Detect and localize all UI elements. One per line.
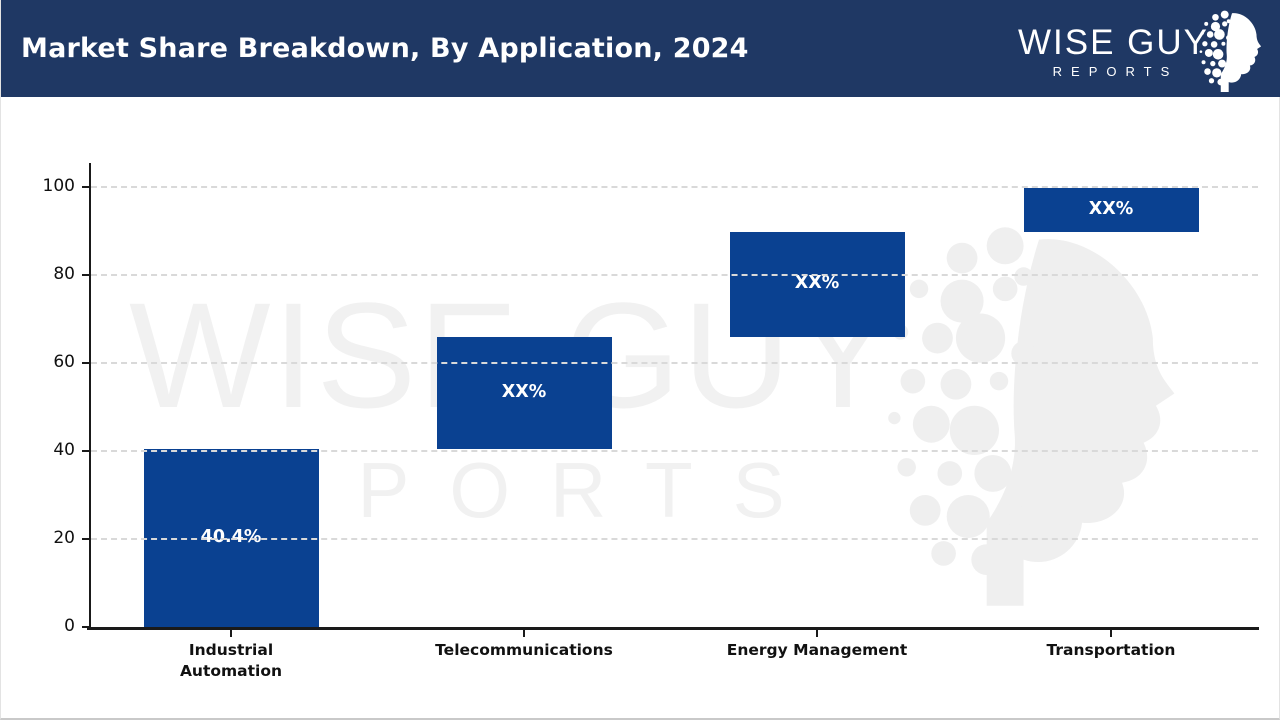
bar-value-label: XX% xyxy=(794,273,840,294)
page-title: Market Share Breakdown, By Application, … xyxy=(21,33,749,64)
waterfall-bar: XX% xyxy=(1023,187,1199,232)
x-category-label: Industrial Automation xyxy=(179,641,283,680)
y-tick-mark xyxy=(82,626,90,628)
gridline xyxy=(91,538,1258,540)
y-tick-label: 100 xyxy=(42,176,75,196)
y-tick-label: 60 xyxy=(53,352,75,372)
header-banner: Market Share Breakdown, By Application, … xyxy=(1,0,1280,97)
waterfall-bar: XX% xyxy=(436,336,612,450)
y-tick-label: 0 xyxy=(64,616,75,636)
y-tick-mark xyxy=(82,538,90,540)
x-tick-mark xyxy=(230,630,232,637)
waterfall-bar: XX% xyxy=(729,231,905,337)
gridline xyxy=(91,450,1258,452)
x-category-label: Energy Management xyxy=(726,641,908,659)
bar-value-label: 40.4% xyxy=(200,527,262,548)
y-tick-mark xyxy=(82,450,90,452)
x-tick-mark xyxy=(523,630,525,637)
bar-value-label: XX% xyxy=(501,381,547,402)
x-tick-mark xyxy=(816,630,818,637)
y-tick-mark xyxy=(82,362,90,364)
bar-value-label: XX% xyxy=(1088,198,1134,219)
wiseguy-logo: WISE GUY REPORTS xyxy=(1018,8,1269,94)
y-tick-mark xyxy=(82,274,90,276)
y-tick-mark xyxy=(82,186,90,188)
logo-text: WISE GUY REPORTS xyxy=(1018,23,1209,79)
y-tick-label: 40 xyxy=(53,440,75,460)
x-tick-mark xyxy=(1110,630,1112,637)
gridline xyxy=(91,186,1258,188)
y-tick-label: 20 xyxy=(53,528,75,548)
x-axis-spine xyxy=(87,627,1259,630)
wiseguy-head-icon xyxy=(1199,10,1262,93)
gridline xyxy=(91,362,1258,364)
x-category-label: Telecommunications xyxy=(435,641,613,659)
logo-subtitle: REPORTS xyxy=(1052,64,1179,79)
x-category-label: Transportation xyxy=(1046,641,1176,659)
y-tick-label: 80 xyxy=(53,264,75,284)
waterfall-chart: WISE GUY REPORTS 40.4% XX% XX% XX% 0 20 40 60 80… xyxy=(1,97,1280,718)
gridline xyxy=(91,274,1258,276)
y-axis-spine xyxy=(89,163,91,629)
watermark-head-icon xyxy=(888,227,1175,606)
logo-title: WISE GUY xyxy=(1017,23,1209,62)
